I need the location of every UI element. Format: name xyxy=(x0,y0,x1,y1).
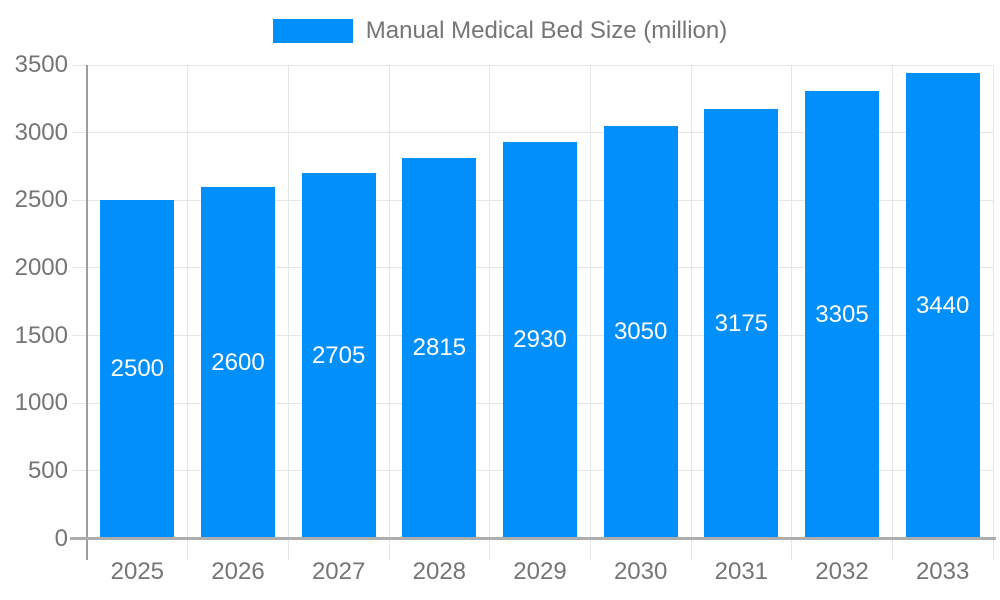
bar[interactable]: 2500 xyxy=(100,200,175,539)
legend-swatch-icon xyxy=(272,19,353,43)
bar[interactable]: 2600 xyxy=(201,186,275,539)
x-tick-label: 2027 xyxy=(311,558,366,585)
x-tick-label: 2033 xyxy=(915,558,970,585)
y-tick-label: 3500 xyxy=(14,51,68,78)
v-gridline xyxy=(589,65,591,560)
x-tick-label: 2032 xyxy=(815,558,869,585)
bar[interactable]: 3305 xyxy=(805,91,879,539)
v-gridline xyxy=(187,65,189,560)
bar-value-label: 2930 xyxy=(513,326,567,354)
y-tick-label: 1500 xyxy=(14,321,68,349)
h-gridline xyxy=(72,132,993,134)
bar-value-label: 2600 xyxy=(211,348,265,376)
v-gridline xyxy=(891,65,893,560)
bar[interactable]: 2930 xyxy=(503,142,577,539)
bar-value-label: 2500 xyxy=(110,355,165,383)
bar-value-label: 2705 xyxy=(311,341,366,369)
h-gridline xyxy=(72,64,993,66)
x-tick-label: 2026 xyxy=(211,558,265,585)
bar[interactable]: 2705 xyxy=(301,172,376,539)
y-tick-label: 1000 xyxy=(14,389,68,417)
x-tick-label: 2029 xyxy=(513,558,567,585)
bar-value-label: 3440 xyxy=(915,291,970,319)
x-tick-label: 2028 xyxy=(412,558,467,585)
x-axis-line xyxy=(70,537,996,540)
legend-label: Manual Medical Bed Size (million) xyxy=(365,17,728,44)
v-gridline xyxy=(690,65,692,560)
x-tick-label: 2025 xyxy=(110,558,165,585)
bar[interactable]: 2815 xyxy=(402,157,477,539)
v-gridline xyxy=(388,65,390,560)
bar[interactable]: 3050 xyxy=(603,125,678,539)
v-gridline xyxy=(489,65,491,560)
y-tick-label: 0 xyxy=(54,524,68,552)
bar-value-label: 2815 xyxy=(412,334,467,362)
legend[interactable]: Manual Medical Bed Size (million) xyxy=(0,14,1000,48)
v-gridline xyxy=(791,65,793,560)
y-tick-label: 2000 xyxy=(14,253,68,281)
bar[interactable]: 3175 xyxy=(704,108,779,539)
v-gridline xyxy=(287,65,289,560)
y-axis-line xyxy=(86,65,88,560)
y-tick-label: 2500 xyxy=(14,186,68,214)
x-tick-label: 2030 xyxy=(613,558,668,585)
y-tick-label: 500 xyxy=(27,456,68,484)
bar-value-label: 3050 xyxy=(613,318,668,346)
bar[interactable]: 3440 xyxy=(905,73,980,539)
y-tick-label: 3000 xyxy=(14,118,68,146)
v-gridline xyxy=(992,65,994,560)
x-tick-label: 2031 xyxy=(714,558,769,585)
bar-value-label: 3305 xyxy=(815,300,869,328)
bar-value-label: 3175 xyxy=(714,309,769,337)
